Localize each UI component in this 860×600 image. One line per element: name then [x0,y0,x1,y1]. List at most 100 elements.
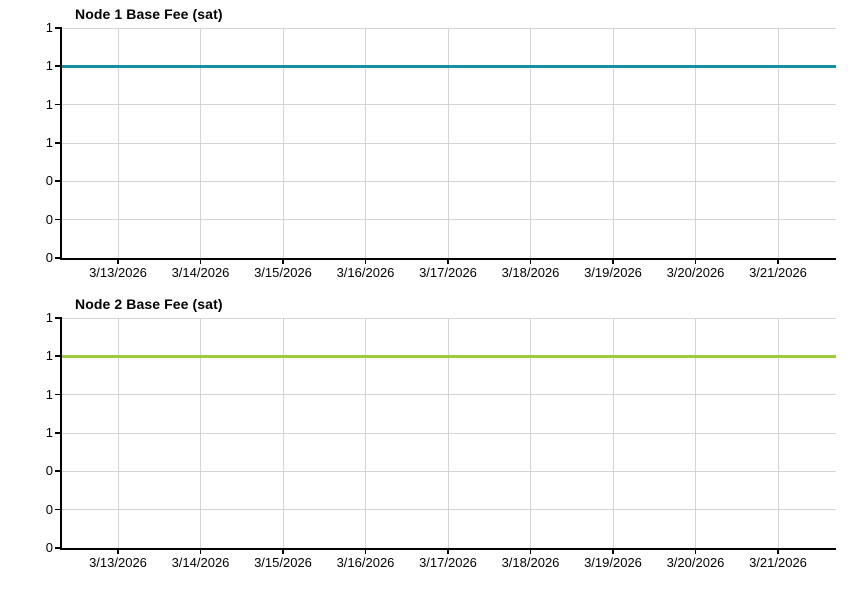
h-gridline [62,104,836,106]
plot-area: 1 1 1 1 0 0 0 3/13/2026 3/14/2026 3/15/2026 3/16/2… [0,0,860,290]
v-gridline [530,318,531,548]
h-gridline [62,394,836,396]
v-gridline [282,28,284,258]
y-tick-label: 1 [45,310,53,325]
y-tick-mark [55,432,62,434]
x-tick-label: 3/20/2026 [666,265,725,280]
y-tick-mark [55,103,62,106]
x-tick-mark [199,548,201,554]
y-tick-mark [55,65,62,67]
x-tick-label: 3/20/2026 [666,555,725,570]
x-tick-mark [612,258,614,264]
x-tick-mark [282,258,284,264]
data-line [62,354,836,358]
y-tick-label: 0 [45,540,53,555]
x-tick-mark [777,548,779,554]
v-gridline [200,28,201,258]
v-gridline [365,318,366,548]
x-tick-mark [529,258,531,264]
x-tick-label: 3/18/2026 [501,265,560,280]
h-gridline [62,317,836,319]
plot-area: 1 1 1 1 0 0 0 3/13/2026 3/14/2026 3/15/2026 3/16/2… [0,290,860,580]
x-tick-label: 3/17/2026 [419,555,477,570]
v-gridline [612,28,614,258]
y-tick-label: 1 [45,96,53,112]
y-tick-mark [55,218,62,221]
x-tick-label: 3/13/2026 [89,555,147,570]
chart-node-2-base-fee: Node 2 Base Fee (sat) 1 1 1 1 0 0 0 3/13/2026 3/… [0,290,860,580]
x-tick-label: 3/15/2026 [254,265,312,280]
v-gridline [695,318,696,548]
y-tick-label: 1 [45,348,53,364]
h-gridline [62,219,836,221]
v-gridline [117,318,119,548]
y-axis-line [60,318,62,550]
y-tick-mark [55,142,62,144]
v-gridline [530,28,531,258]
x-tick-mark [694,548,696,554]
y-tick-mark [55,508,62,511]
v-gridline [777,318,779,548]
h-gridline [62,180,836,182]
y-tick-mark [55,393,62,396]
x-tick-mark [529,548,531,554]
x-axis-line [60,548,836,550]
x-tick-mark [117,258,119,264]
chart-title: Node 2 Base Fee (sat) [75,296,223,312]
h-gridline [62,432,836,434]
x-tick-label: 3/21/2026 [749,265,807,280]
v-gridline [447,28,449,258]
v-gridline [447,318,449,548]
v-gridline [612,318,614,548]
x-tick-label: 3/14/2026 [171,265,230,280]
x-tick-label: 3/16/2026 [336,555,395,570]
h-gridline [62,509,836,511]
y-tick-mark [55,470,62,472]
y-tick-label: 0 [45,463,53,479]
y-tick-mark [55,317,62,319]
x-tick-mark [694,258,696,264]
y-tick-mark [55,355,62,357]
x-tick-mark [282,548,284,554]
x-tick-label: 3/16/2026 [336,265,395,280]
y-axis-line [60,28,62,260]
x-tick-label: 3/14/2026 [171,555,230,570]
v-gridline [117,28,119,258]
y-tick-label: 0 [45,501,53,517]
h-gridline [62,142,836,144]
x-tick-label: 3/21/2026 [749,555,807,570]
v-gridline [200,318,201,548]
data-line [62,64,836,68]
chart-node-1-base-fee: Node 1 Base Fee (sat) 1 1 1 1 0 0 0 3/13/2026 3/… [0,0,860,290]
y-tick-label: 1 [45,425,53,440]
h-gridline [62,27,836,29]
v-gridline [365,28,366,258]
y-tick-mark [55,27,62,29]
x-tick-mark [612,548,614,554]
h-gridline [62,470,836,472]
v-gridline [777,28,779,258]
y-tick-mark [55,547,62,549]
y-tick-mark [55,180,62,182]
x-tick-label: 3/17/2026 [419,265,477,280]
x-tick-label: 3/19/2026 [584,265,642,280]
v-gridline [282,318,284,548]
x-tick-mark [364,258,366,264]
y-tick-label: 0 [45,173,53,189]
v-gridline [695,28,696,258]
y-tick-mark [55,257,62,259]
y-tick-label: 1 [45,58,53,74]
x-tick-label: 3/19/2026 [584,555,642,570]
x-tick-label: 3/18/2026 [501,555,560,570]
y-tick-label: 0 [45,250,53,265]
x-tick-mark [447,548,449,554]
x-tick-mark [117,548,119,554]
x-tick-mark [199,258,201,264]
y-tick-label: 0 [45,211,53,227]
x-tick-label: 3/15/2026 [254,555,312,570]
y-tick-label: 1 [45,135,53,150]
y-tick-label: 1 [45,20,53,35]
x-tick-mark [777,258,779,264]
x-tick-mark [364,548,366,554]
